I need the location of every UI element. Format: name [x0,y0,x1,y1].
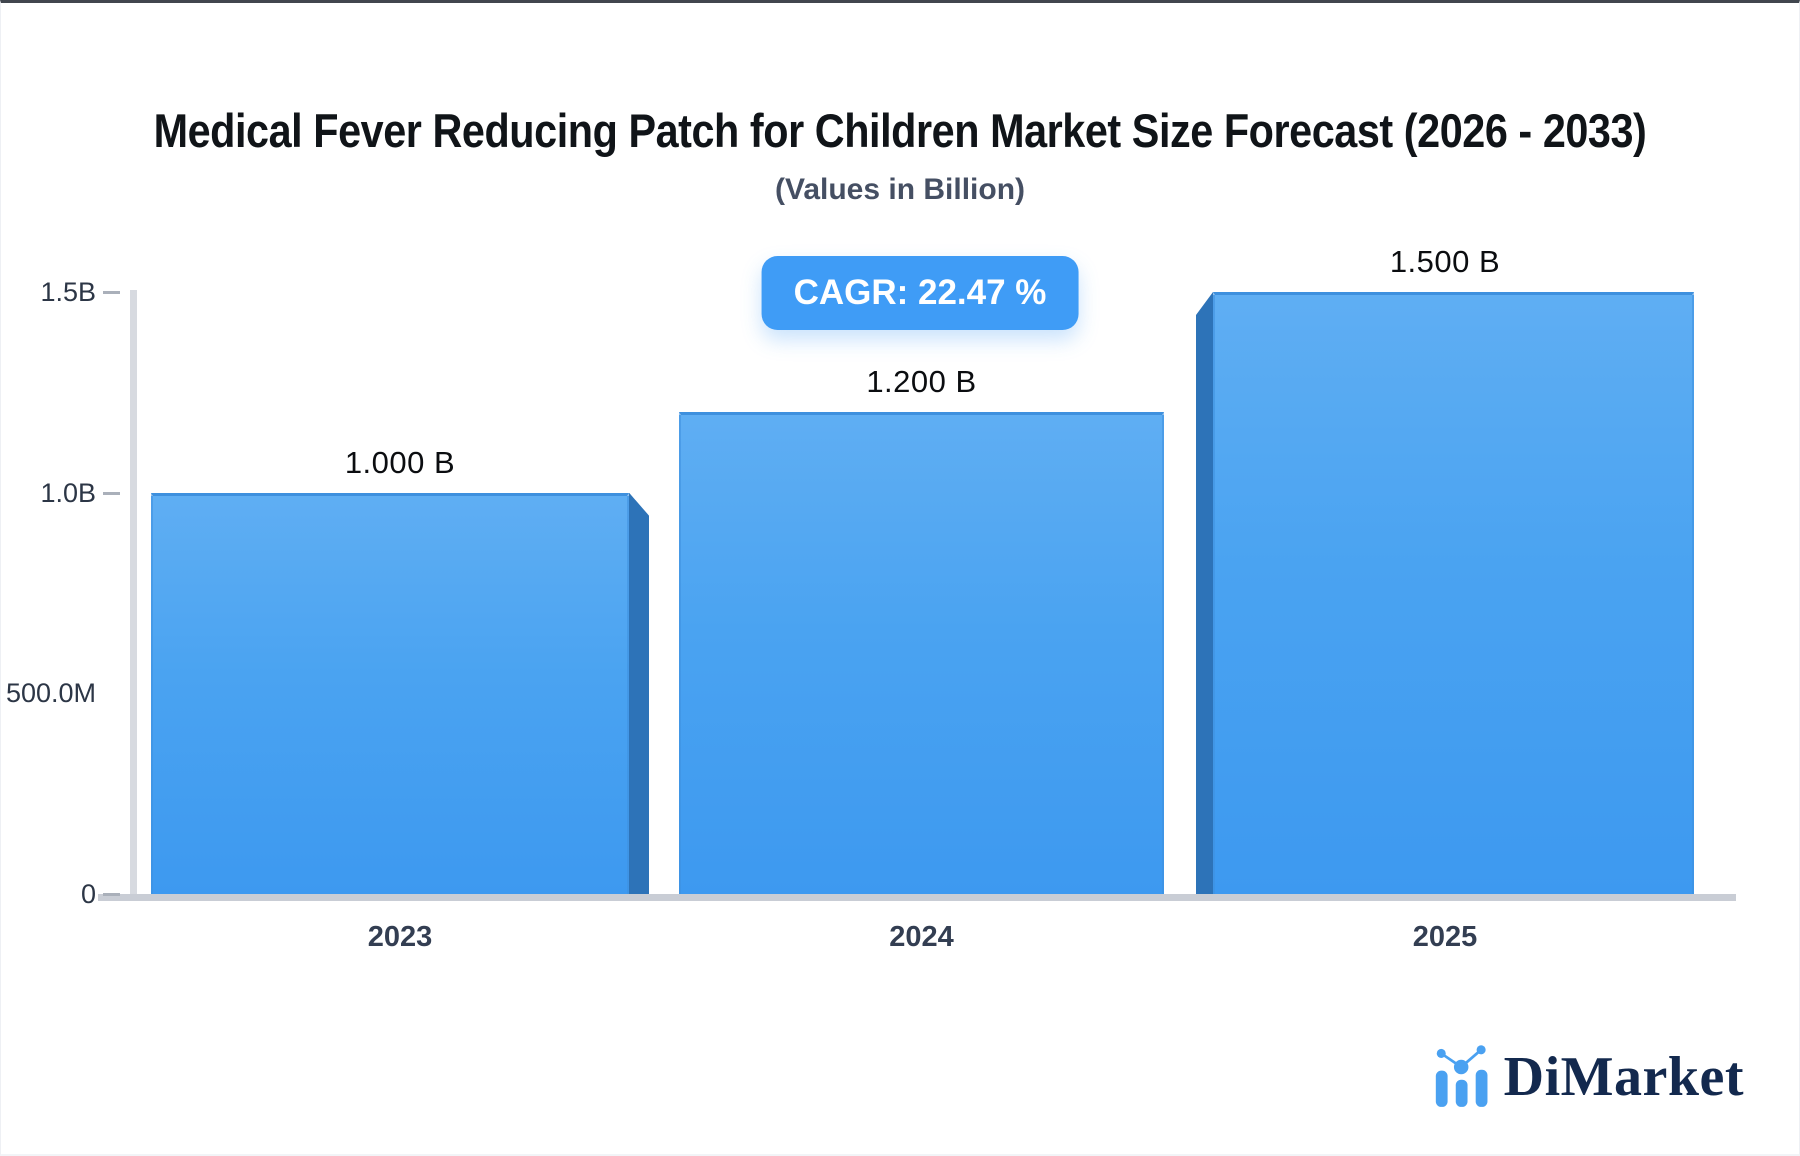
bar-value-label: 1.200 B [866,364,977,400]
x-axis-label-2024: 2024 [889,921,954,953]
y-tick-dash [103,491,120,495]
bar-3d-side-2025 [1196,292,1213,894]
bar-chart-logo-icon [1435,1045,1488,1107]
cagr-badge: CAGR: 22.47 % [761,256,1079,330]
y-axis-tick-label: 0 [80,879,96,909]
chart-title: Medical Fever Reducing Patch for Childre… [153,104,1647,157]
dimarket-logo: DiMarket [1434,1044,1744,1110]
y-tick-dash [103,893,120,896]
y-axis-line [130,290,137,894]
y-tick-dash [103,291,120,294]
bar-2025[interactable] [1213,292,1694,894]
x-axis-label-2023: 2023 [367,921,433,953]
y-axis-tick-label: 500.0M [5,678,96,709]
chart-subtitle: (Values in Billion) [774,173,1026,206]
y-axis-tick-label: 1.0B [40,477,96,508]
logo-text: DiMarket [1503,1046,1744,1108]
bar-2023[interactable] [151,492,629,894]
x-axis-label-2025: 2025 [1412,921,1478,953]
x-axis-baseline [98,894,1736,901]
bar-value-label: 1.000 B [344,444,456,480]
bar-3d-side-2023 [629,492,649,894]
bar-chart: 1.5B 1.0B 500.0M 0 1.000 B 2023 1.200 B 2024 1.5… [1,3,1799,1154]
bar-value-label: 1.500 B [1389,244,1501,279]
bar-2024[interactable] [679,412,1164,894]
y-axis-tick-label: 1.5B [40,277,96,307]
cagr-badge-label: CAGR: 22.47 % [793,273,1047,312]
